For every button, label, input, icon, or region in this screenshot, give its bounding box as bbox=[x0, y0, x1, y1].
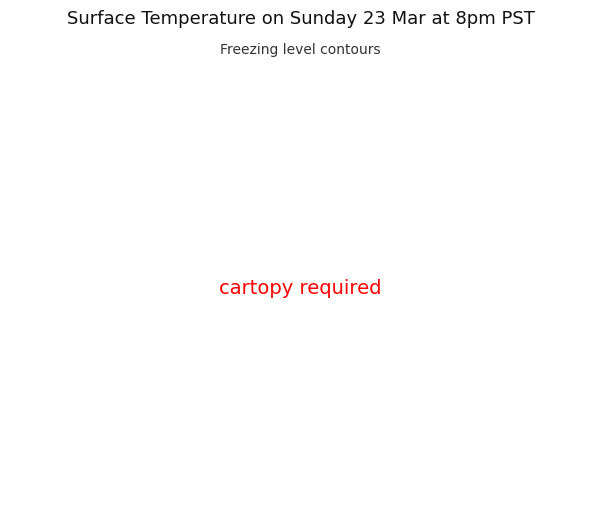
Text: cartopy required: cartopy required bbox=[219, 279, 382, 298]
Text: Surface Temperature on Sunday 23 Mar at 8pm PST: Surface Temperature on Sunday 23 Mar at … bbox=[67, 10, 534, 28]
Text: Freezing level contours: Freezing level contours bbox=[220, 43, 381, 57]
